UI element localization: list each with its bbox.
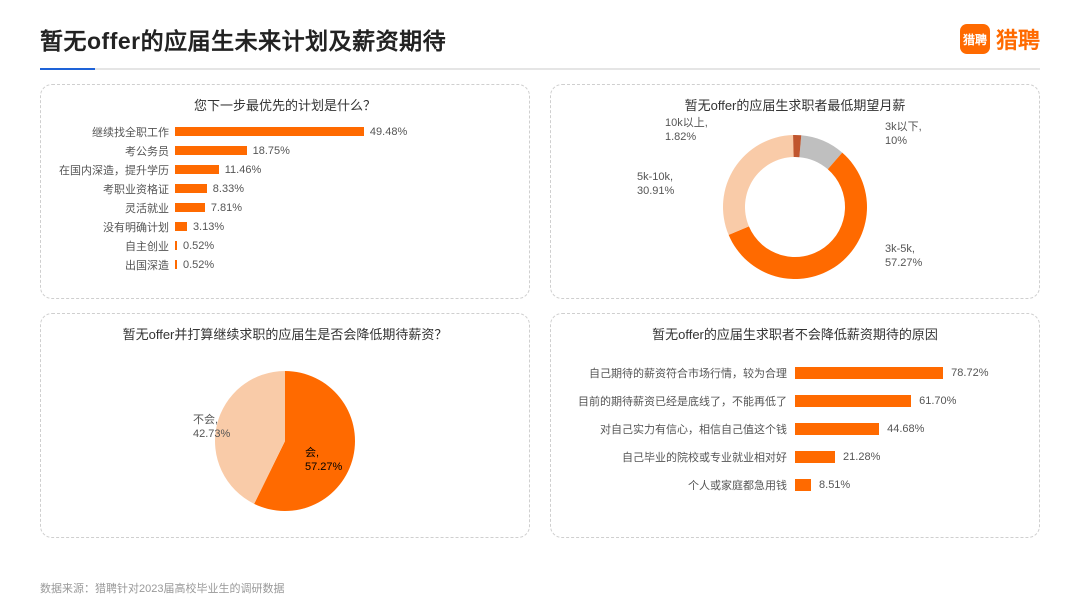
plan-bar-fill xyxy=(175,184,207,193)
plan-bar-label: 在国内深造，提升学历 xyxy=(55,162,175,178)
plan-bar-value: 3.13% xyxy=(193,221,224,233)
plan-bar-label: 考公务员 xyxy=(55,143,175,159)
reason-bar-fill xyxy=(795,451,835,463)
brand-text: 猎聘 xyxy=(996,23,1040,55)
reason-bar-value: 44.68% xyxy=(887,423,924,435)
plan-bar-value: 7.81% xyxy=(211,202,242,214)
reason-bar-fill xyxy=(795,423,879,435)
reason-bar-label: 个人或家庭都急用钱 xyxy=(565,477,795,493)
plan-bar-label: 没有明确计划 xyxy=(55,219,175,235)
salary-donut xyxy=(710,122,880,292)
plan-bar-row: 在国内深造，提升学历 11.46% xyxy=(55,160,515,179)
reason-bar-row: 目前的期待薪资已经是底线了，不能再低了 61.70% xyxy=(565,387,1025,415)
pie-wrap: 会,57.27% 不会,42.73% xyxy=(55,351,515,530)
plan-bar-row: 出国深造 0.52% xyxy=(55,255,515,274)
plan-bar-value: 11.46% xyxy=(225,164,262,176)
plan-bar-fill xyxy=(175,222,187,231)
reason-bar-label: 自己期待的薪资符合市场行情，较为合理 xyxy=(565,365,795,381)
reason-bar-label: 自己毕业的院校或专业就业相对好 xyxy=(565,449,795,465)
reason-bar-value: 21.28% xyxy=(843,451,880,463)
plan-bar-row: 继续找全职工作 49.48% xyxy=(55,122,515,141)
plan-bar-row: 考职业资格证 8.33% xyxy=(55,179,515,198)
plan-bar-row: 没有明确计划 3.13% xyxy=(55,217,515,236)
donut-label: 10k以上,1.82% xyxy=(665,116,708,145)
panel-plan-title: 您下一步最优先的计划是什么？ xyxy=(55,95,515,114)
reason-bar-label: 目前的期待薪资已经是底线了，不能再低了 xyxy=(565,393,795,409)
plan-bar-fill xyxy=(175,127,364,136)
panel-salary: 暂无offer的应届生求职者最低期望月薪 3k以下,10% 3k-5k,57.27… xyxy=(550,84,1040,299)
donut-slice xyxy=(723,135,794,235)
donut-label: 3k以下,10% xyxy=(885,120,922,149)
donut-wrap: 3k以下,10%3k-5k,57.27%5k-10k,30.91%10k以上,1… xyxy=(565,122,1025,291)
data-source: 数据来源：猎聘针对2023届高校毕业生的调研数据 xyxy=(40,580,284,596)
plan-bar-row: 自主创业 0.52% xyxy=(55,236,515,255)
reason-bar-list: 自己期待的薪资符合市场行情，较为合理 78.72% 目前的期待薪资已经是底线了，不能… xyxy=(565,359,1025,499)
plan-bar-label: 继续找全职工作 xyxy=(55,124,175,140)
plan-bar-row: 灵活就业 7.81% xyxy=(55,198,515,217)
reason-bar-row: 自己期待的薪资符合市场行情，较为合理 78.72% xyxy=(565,359,1025,387)
reason-bar-fill xyxy=(795,395,911,407)
plan-bar-fill xyxy=(175,165,219,174)
plan-bar-value: 18.75% xyxy=(253,145,290,157)
reason-bar-fill xyxy=(795,479,811,491)
reason-bar-value: 61.70% xyxy=(919,395,956,407)
reason-bar-fill xyxy=(795,367,943,379)
chart-grid: 您下一步最优先的计划是什么？ 继续找全职工作 49.48% 考公务员 18.75% 在国… xyxy=(0,70,1080,538)
panel-salary-title: 暂无offer的应届生求职者最低期望月薪 xyxy=(565,95,1025,114)
lower-pie xyxy=(208,363,363,518)
reason-bar-row: 自己毕业的院校或专业就业相对好 21.28% xyxy=(565,443,1025,471)
plan-bar-label: 自主创业 xyxy=(55,238,175,254)
plan-bar-label: 出国深造 xyxy=(55,257,175,273)
panel-lower-title: 暂无offer并打算继续求职的应届生是否会降低期待薪资？ xyxy=(55,324,515,343)
panel-reason-title: 暂无offer的应届生求职者不会降低薪资期待的原因 xyxy=(565,324,1025,343)
donut-label: 5k-10k,30.91% xyxy=(637,170,674,199)
plan-bar-value: 0.52% xyxy=(183,240,214,252)
plan-bar-fill xyxy=(175,203,205,212)
reason-bar-row: 个人或家庭都急用钱 8.51% xyxy=(565,471,1025,499)
header: 暂无offer的应届生未来计划及薪资期待 猎聘 猎聘 xyxy=(0,0,1080,64)
plan-bar-row: 考公务员 18.75% xyxy=(55,141,515,160)
donut-label: 3k-5k,57.27% xyxy=(885,242,922,271)
plan-bar-label: 灵活就业 xyxy=(55,200,175,216)
reason-bar-value: 8.51% xyxy=(819,479,850,491)
plan-bar-label: 考职业资格证 xyxy=(55,181,175,197)
reason-bar-label: 对自己实力有信心，相信自己值这个钱 xyxy=(565,421,795,437)
plan-bar-value: 0.52% xyxy=(183,259,214,271)
plan-bar-value: 8.33% xyxy=(213,183,244,195)
plan-bar-fill xyxy=(175,260,177,269)
panel-lower: 暂无offer并打算继续求职的应届生是否会降低期待薪资？ 会,57.27% 不会,… xyxy=(40,313,530,538)
pie-label: 会,57.27% xyxy=(305,446,342,475)
brand-icon: 猎聘 xyxy=(960,24,990,54)
plan-bar-list: 继续找全职工作 49.48% 考公务员 18.75% 在国内深造，提升学历 11.46% 考… xyxy=(55,122,515,274)
panel-reason: 暂无offer的应届生求职者不会降低薪资期待的原因 自己期待的薪资符合市场行情，… xyxy=(550,313,1040,538)
reason-bar-row: 对自己实力有信心，相信自己值这个钱 44.68% xyxy=(565,415,1025,443)
plan-bar-value: 49.48% xyxy=(370,126,407,138)
brand-logo: 猎聘 猎聘 xyxy=(960,23,1040,55)
pie-label: 不会,42.73% xyxy=(193,413,230,442)
plan-bar-fill xyxy=(175,146,247,155)
page-title: 暂无offer的应届生未来计划及薪资期待 xyxy=(40,22,446,56)
reason-bar-value: 78.72% xyxy=(951,367,988,379)
plan-bar-fill xyxy=(175,241,177,250)
panel-plan: 您下一步最优先的计划是什么？ 继续找全职工作 49.48% 考公务员 18.75% 在国… xyxy=(40,84,530,299)
